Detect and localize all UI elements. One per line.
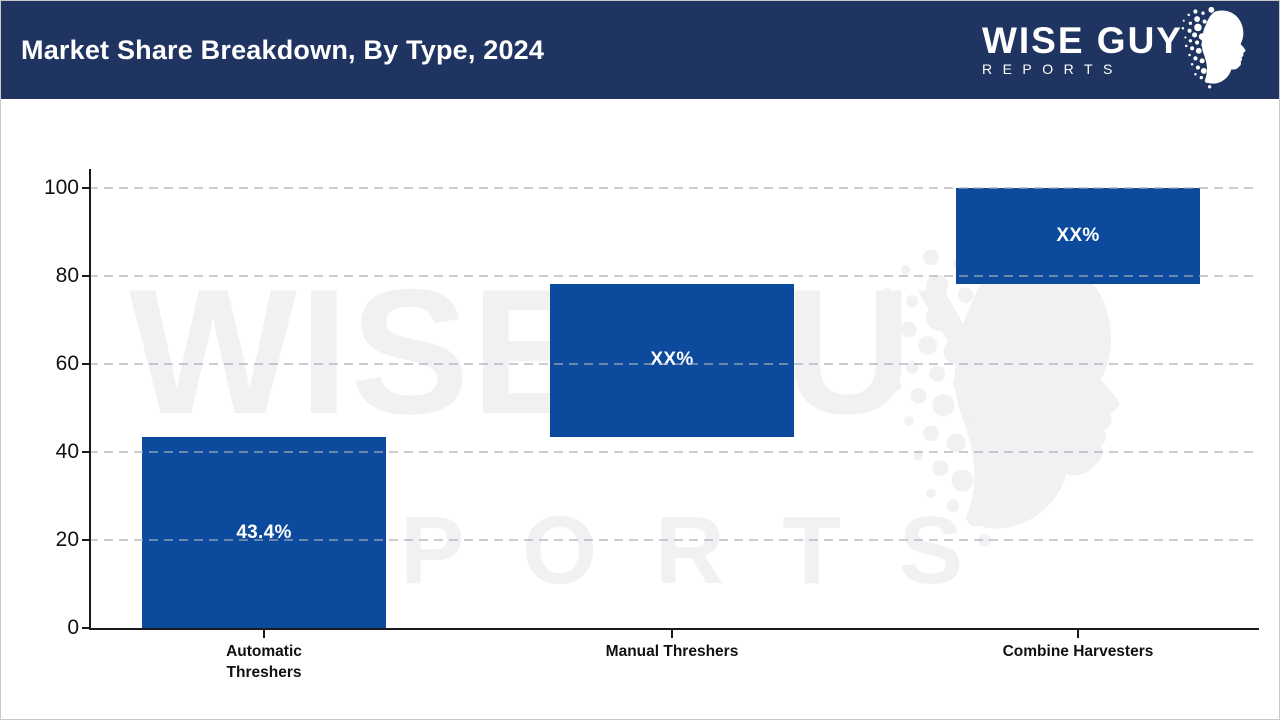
gridline-100 [89,187,1257,189]
y-tick-label-20: 20 [55,528,79,551]
y-tickmark-60 [82,363,90,365]
header-bar: Market Share Breakdown, By Type, 2024 WI… [1,1,1279,99]
y-tickmark-100 [82,187,90,189]
y-tickmark-0 [82,627,90,629]
y-tick-label-0: 0 [67,616,79,639]
bar-value-label: 43.4% [236,521,292,543]
x-category-label-manual-threshers: Manual Threshers [605,643,739,660]
logo-subtitle: REPORTS [981,60,1123,77]
y-tick-label-100: 100 [43,176,79,199]
y-tick-label-80: 80 [55,264,79,287]
y-tick-label-40: 40 [55,440,79,463]
x-tickmark-2 [1077,630,1079,638]
y-tick-label-60: 60 [55,352,79,375]
page-title: Market Share Breakdown, By Type, 2024 [21,34,545,65]
gridline-40 [89,451,1257,453]
bar-manual-threshers: XX% [550,283,794,438]
gridline-60 [89,363,1257,365]
y-tickmark-40 [82,451,90,453]
x-category-label-automatic-threshers: Automatic Threshers [226,643,302,681]
bar-value-label: XX% [650,349,694,371]
wiseguy-logo: WISE GUY REPORTS [982,4,1255,96]
y-axis [89,169,91,630]
bar-value-label: XX% [1056,224,1100,246]
logo-text: WISE GUY REPORTS [981,19,1183,78]
bar-automatic-threshers: 43.4% [142,437,386,628]
x-tickmark-0 [263,630,265,638]
x-axis [89,628,1259,630]
x-category-label-combine-harvesters: Combine Harvesters [1002,643,1154,660]
x-tickmark-1 [671,630,673,638]
gridline-80 [89,275,1257,277]
logo-wordmark: WISE GUY [981,19,1183,61]
gridline-20 [89,539,1257,541]
y-tickmark-80 [82,275,90,277]
wiseguy-face-icon [1181,6,1246,89]
bar-combine-harvesters: XX% [956,188,1200,284]
y-tickmark-20 [82,539,90,541]
